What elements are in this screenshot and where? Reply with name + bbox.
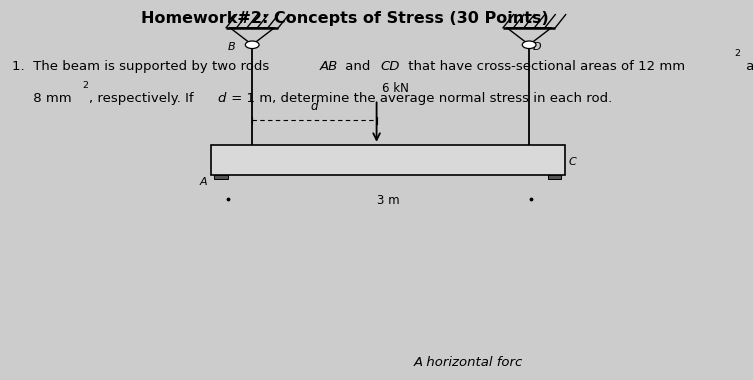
Text: 2: 2: [735, 49, 741, 58]
Text: AB: AB: [319, 60, 338, 73]
Text: A horizontal forc: A horizontal forc: [413, 356, 523, 369]
Text: = 1 m, determine the average normal stress in each rod.: = 1 m, determine the average normal stre…: [227, 92, 612, 105]
Text: 1.  The beam is supported by two rods: 1. The beam is supported by two rods: [12, 60, 273, 73]
Circle shape: [523, 41, 536, 49]
Text: Homework#2: Concepts of Stress (30 Points): Homework#2: Concepts of Stress (30 Point…: [141, 11, 549, 26]
Text: A: A: [200, 177, 208, 187]
Bar: [215, 175, 228, 179]
Text: D: D: [532, 42, 541, 52]
Bar: [547, 175, 562, 179]
Text: that have cross-sectional areas of 12 mm: that have cross-sectional areas of 12 mm: [404, 60, 684, 73]
Text: C: C: [569, 157, 576, 167]
Text: 3 m: 3 m: [376, 194, 399, 207]
Circle shape: [245, 41, 259, 49]
Text: d: d: [217, 92, 226, 105]
Text: 2: 2: [82, 81, 88, 90]
Text: CD: CD: [381, 60, 400, 73]
Text: B: B: [227, 42, 235, 52]
Text: d: d: [311, 100, 319, 113]
Bar: [211, 145, 565, 175]
Text: and: and: [341, 60, 375, 73]
Text: , respectively. If: , respectively. If: [89, 92, 198, 105]
Text: 8 mm: 8 mm: [12, 92, 72, 105]
Text: ar: ar: [742, 60, 753, 73]
Text: 6 kN: 6 kN: [382, 82, 409, 95]
